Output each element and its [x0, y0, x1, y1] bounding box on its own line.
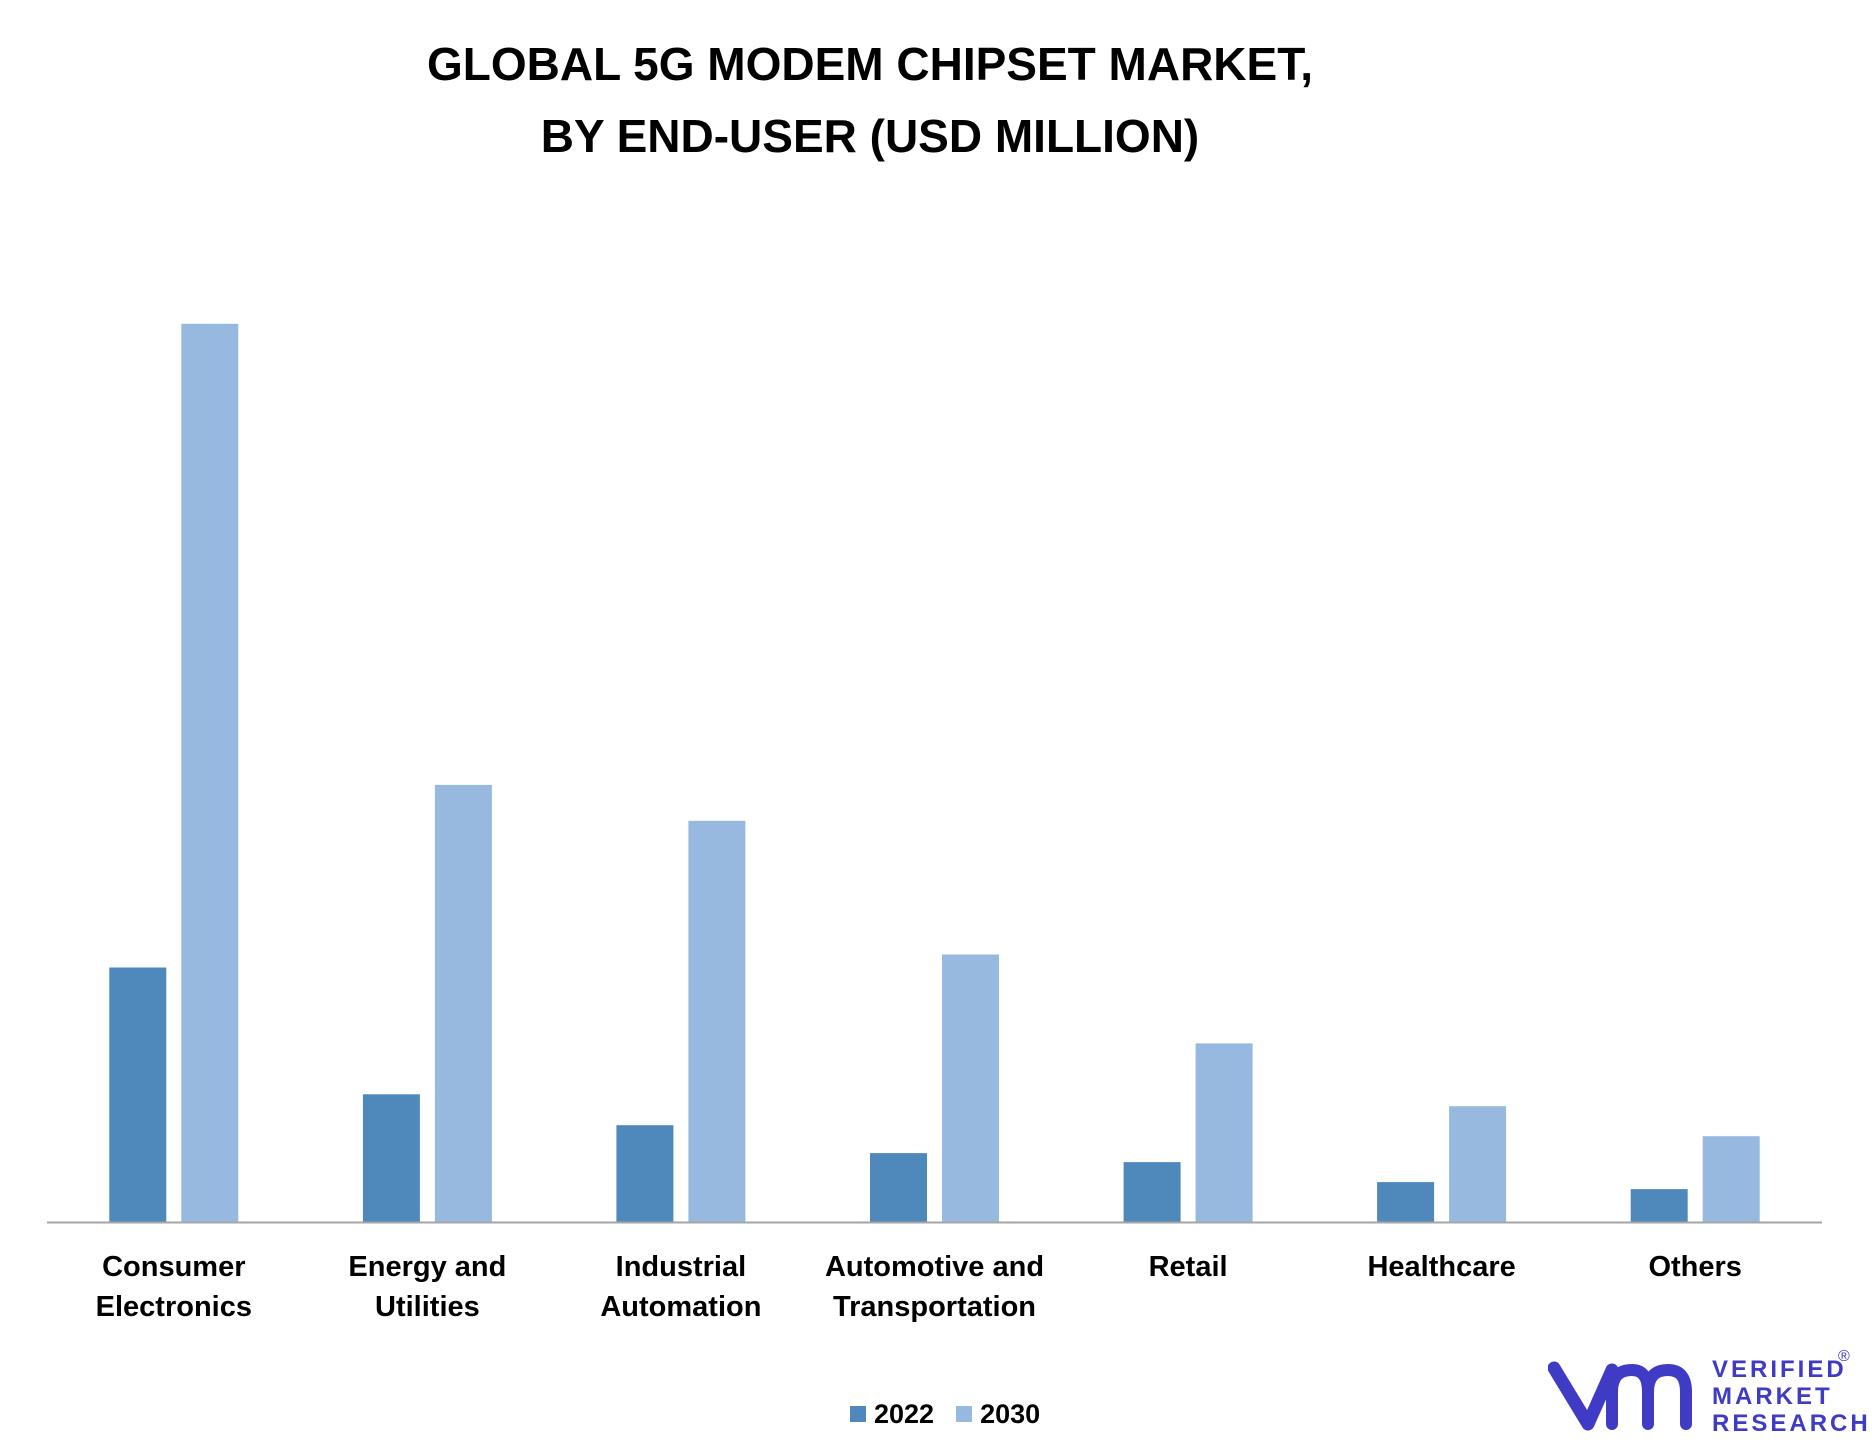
category-label-5-0: Healthcare	[1367, 1251, 1515, 1283]
bar-2022-6	[1630, 1189, 1688, 1222]
bar-2022-3	[870, 1153, 927, 1222]
category-label-3-1: Transportation	[833, 1291, 1036, 1323]
bar-2030-3	[942, 954, 999, 1222]
bar-2022-0	[109, 967, 167, 1222]
category-label-1-1: Utilities	[375, 1291, 480, 1323]
logo-line-verified: VERIFIED	[1712, 1356, 1847, 1383]
legend-label-2022: 2022	[874, 1398, 935, 1429]
logo-line-market: MARKET	[1712, 1383, 1833, 1410]
bar-2022-2	[616, 1125, 674, 1222]
bar-2030-6	[1702, 1136, 1760, 1222]
legend-item-2030: 2030	[956, 1399, 1040, 1430]
bar-2030-1	[434, 784, 492, 1222]
bar-2030-4	[1195, 1043, 1253, 1222]
category-label-1-0: Energy and	[348, 1251, 506, 1283]
vmr-logo-mark-icon	[1548, 1361, 1692, 1431]
bar-2030-5	[1449, 1106, 1507, 1222]
category-label-2-0: Industrial	[616, 1251, 747, 1283]
legend: 2022 2030	[850, 1396, 1062, 1432]
bar-2022-5	[1377, 1182, 1435, 1222]
category-label-3-0: Automotive and	[825, 1251, 1044, 1283]
category-label-4-0: Retail	[1149, 1251, 1228, 1283]
title-line-2: BY END-USER (USD MILLION)	[540, 110, 1200, 162]
title-line-1: GLOBAL 5G MODEM CHIPSET MARKET,	[427, 38, 1313, 90]
bar-2030-0	[181, 323, 239, 1222]
category-label-0-0: Consumer	[102, 1251, 245, 1283]
legend-label-2030: 2030	[980, 1398, 1041, 1429]
registered-mark: ®	[1838, 1348, 1850, 1365]
bar-2030-2	[688, 820, 746, 1222]
legend-item-2022: 2022	[850, 1399, 934, 1430]
logo-line-research: RESEARCH	[1712, 1410, 1871, 1437]
legend-swatch-2030	[956, 1406, 973, 1422]
bar-2022-4	[1123, 1162, 1181, 1222]
bar-2022-1	[362, 1094, 420, 1222]
category-label-2-1: Automation	[600, 1291, 761, 1323]
chart-title: GLOBAL 5G MODEM CHIPSET MARKET, BY END-U…	[0, 28, 1740, 172]
bar-chart: Consumer Electronics Energy and Utilities In…	[47, 323, 1822, 1323]
legend-swatch-2022	[850, 1406, 866, 1422]
verified-market-research-logo: VERIFIED MARKET RESEARCH ®	[1548, 1348, 1868, 1437]
category-label-0-1: Electronics	[96, 1291, 252, 1323]
category-label-6-0: Others	[1648, 1251, 1741, 1283]
logo-wordmark: VERIFIED MARKET RESEARCH	[1712, 1356, 1871, 1437]
